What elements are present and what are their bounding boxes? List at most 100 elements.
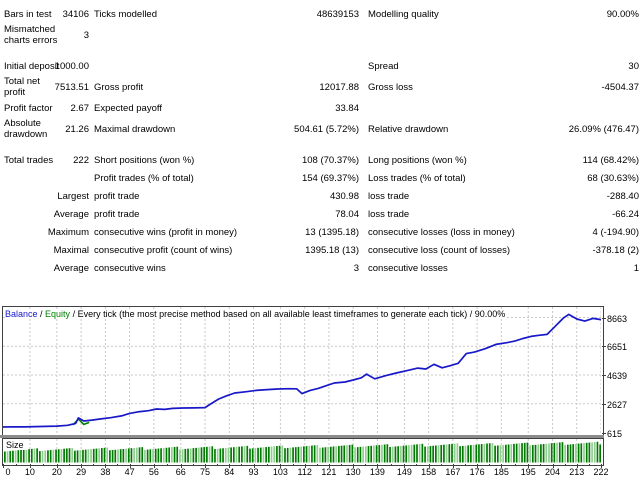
size-bar xyxy=(596,441,599,463)
size-bar xyxy=(340,445,343,463)
report-label: Absolute drawdown xyxy=(4,118,48,140)
size-bar xyxy=(550,443,553,463)
report-row: Initial deposit 1000.00 Spread 30 xyxy=(2,58,639,74)
size-bar xyxy=(106,447,109,463)
size-bars-svg xyxy=(4,439,601,463)
report-value: 108 (70.37%) xyxy=(301,154,359,166)
report-row: Absolute drawdown 21.26 Maximal drawdown… xyxy=(2,118,639,140)
x-axis-label: 38 xyxy=(100,467,111,477)
size-bar xyxy=(391,446,394,463)
size-bar xyxy=(399,445,402,463)
x-axis-label: 121 xyxy=(321,467,337,477)
size-bar xyxy=(157,448,160,463)
report-value: 34106 xyxy=(62,8,89,20)
x-axis-label: 204 xyxy=(544,467,561,477)
x-axis-tick xyxy=(3,464,4,468)
report-value: 3 xyxy=(83,29,89,41)
legend-balance: Balance xyxy=(5,309,38,319)
panel-splitter xyxy=(0,435,604,438)
size-bar xyxy=(456,443,459,463)
x-axis-label: 139 xyxy=(369,467,385,477)
report-label: Mismatched charts errors xyxy=(4,24,58,46)
size-bar xyxy=(370,445,373,463)
x-axis-label: 195 xyxy=(520,467,536,477)
x-axis-label: 158 xyxy=(421,467,437,477)
report-label: Ticks modelled xyxy=(94,8,158,20)
size-bar xyxy=(327,447,329,463)
x-axis-minor-tick xyxy=(588,464,590,466)
report-label: Total trades xyxy=(4,154,54,166)
size-bar xyxy=(593,442,596,463)
x-axis-minor-tick xyxy=(117,464,119,466)
report-value: 2.67 xyxy=(70,102,90,114)
size-bar xyxy=(362,446,364,463)
size-bar xyxy=(206,446,208,463)
size-bar xyxy=(470,445,472,463)
size-bar xyxy=(17,450,20,463)
size-panel: Size xyxy=(2,438,604,466)
balance-chart-panel: Balance / Equity / Every tick (the most … xyxy=(2,306,604,436)
size-bar xyxy=(284,448,286,463)
size-bar xyxy=(216,448,219,463)
size-panel-label: Size xyxy=(6,440,27,450)
size-bar xyxy=(459,446,461,463)
size-bar xyxy=(499,445,502,463)
y-axis-tick xyxy=(602,375,606,376)
size-bar xyxy=(181,449,184,463)
report-label: consecutive losses (loss in money) xyxy=(368,226,515,238)
size-bar xyxy=(241,446,243,463)
size-bar xyxy=(356,447,359,463)
size-bar xyxy=(569,444,572,463)
report-value: 1 xyxy=(633,262,639,274)
x-axis-tick xyxy=(153,464,155,468)
x-axis-tick xyxy=(601,464,602,468)
report-row: Largest profit trade 430.98 loss trade -… xyxy=(2,188,639,204)
x-axis-minor-tick xyxy=(217,464,219,466)
report-row: Average consecutive wins 3 consecutive l… xyxy=(2,260,639,276)
report-label: consecutive loss (count of losses) xyxy=(368,244,511,256)
x-axis-label: 29 xyxy=(76,467,87,477)
size-bar xyxy=(265,447,267,463)
size-bar xyxy=(211,446,214,463)
size-bar xyxy=(564,444,566,463)
size-bar xyxy=(52,449,55,463)
size-bar xyxy=(526,442,529,463)
size-bar xyxy=(208,446,211,463)
size-bar xyxy=(20,449,22,463)
report-label: Initial deposit xyxy=(4,60,60,72)
size-bar xyxy=(47,450,49,463)
size-bar xyxy=(348,444,351,463)
size-bar xyxy=(343,445,346,463)
x-axis-tick xyxy=(501,464,503,468)
x-axis-label: 84 xyxy=(224,467,235,477)
report-value: 21.26 xyxy=(65,123,89,135)
size-bar xyxy=(22,449,25,463)
size-bar xyxy=(507,444,510,463)
report-value: 430.98 xyxy=(329,190,359,202)
size-bar xyxy=(141,447,144,463)
size-bar xyxy=(219,448,222,463)
report-label: Long positions (won %) xyxy=(368,154,467,166)
x-axis-minor-tick xyxy=(390,464,392,466)
x-axis-minor-tick xyxy=(489,464,491,466)
report-label: consecutive profit (count of wins) xyxy=(94,244,233,256)
x-axis-tick xyxy=(229,464,231,468)
size-bar xyxy=(243,446,246,463)
size-bar xyxy=(515,443,518,463)
size-bar xyxy=(203,447,206,463)
size-bar xyxy=(44,450,47,463)
size-bar xyxy=(316,445,319,463)
size-bar xyxy=(114,449,117,463)
x-axis-label: 103 xyxy=(272,467,288,477)
report-value: 68 (30.63%) xyxy=(587,172,639,184)
size-bar xyxy=(321,447,324,463)
size-bar xyxy=(286,447,289,463)
size-bar xyxy=(383,444,386,463)
size-bar xyxy=(335,446,338,463)
size-bar xyxy=(246,445,249,463)
report-value: 12017.88 xyxy=(319,81,359,93)
report-statistics-table: Bars in test 34106 Ticks modelled 486391… xyxy=(2,6,639,278)
size-bar xyxy=(276,445,278,463)
size-bar xyxy=(281,445,284,463)
report-value: 33.84 xyxy=(335,102,359,114)
